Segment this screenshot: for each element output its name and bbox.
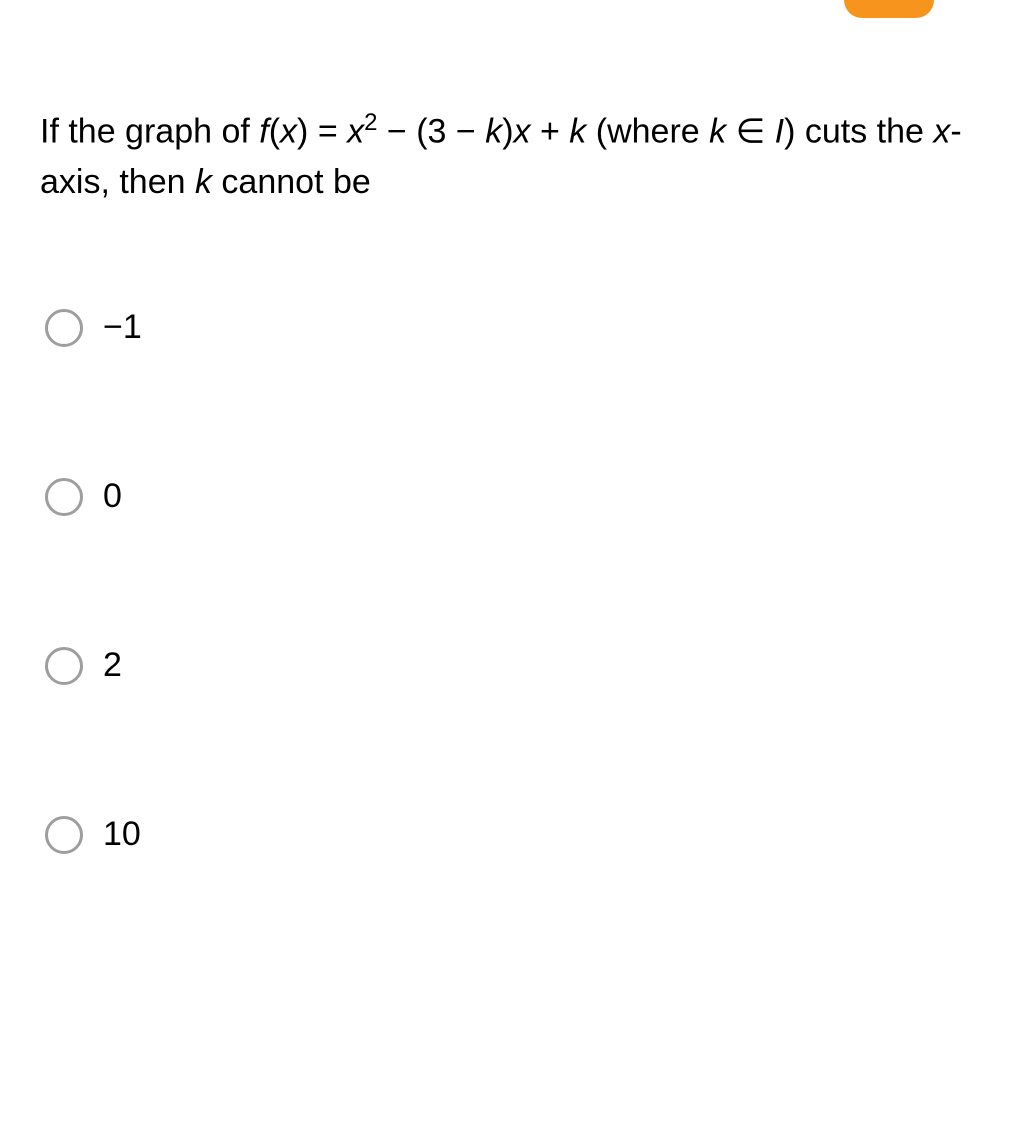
variable-k: k bbox=[195, 163, 212, 201]
text-segment: cannot be bbox=[212, 163, 371, 201]
question-container: If the graph of f(x) = x2 − (3 − k)x + k… bbox=[0, 0, 1024, 208]
text-segment: ) bbox=[502, 112, 513, 150]
radio-icon bbox=[45, 647, 83, 685]
option-item[interactable]: 10 bbox=[45, 815, 1024, 854]
radio-icon bbox=[45, 309, 83, 347]
option-item[interactable]: −1 bbox=[45, 308, 1024, 347]
text-segment: If the graph of bbox=[40, 112, 259, 150]
variable-x: x bbox=[280, 112, 297, 150]
variable-k: k bbox=[485, 112, 502, 150]
orange-accent bbox=[844, 0, 934, 18]
text-segment: ) = bbox=[297, 112, 347, 150]
question-text: If the graph of f(x) = x2 − (3 − k)x + k… bbox=[40, 105, 984, 208]
option-label: 10 bbox=[103, 815, 141, 854]
variable-I: I bbox=[775, 112, 784, 150]
variable-x: x bbox=[933, 112, 950, 150]
option-label: 2 bbox=[103, 646, 122, 685]
text-segment: ( bbox=[269, 112, 280, 150]
text-segment: + bbox=[531, 112, 570, 150]
superscript-2: 2 bbox=[364, 109, 377, 136]
option-label: 0 bbox=[103, 477, 122, 516]
radio-icon bbox=[45, 478, 83, 516]
options-container: −1 0 2 10 bbox=[0, 308, 1024, 854]
variable-f: f bbox=[259, 112, 268, 150]
text-segment: (where bbox=[586, 112, 709, 150]
variable-k: k bbox=[709, 112, 726, 150]
text-segment: − (3 − bbox=[377, 112, 485, 150]
option-item[interactable]: 0 bbox=[45, 477, 1024, 516]
radio-icon bbox=[45, 816, 83, 854]
variable-k: k bbox=[569, 112, 586, 150]
text-segment: ) cuts the bbox=[784, 112, 933, 150]
variable-x: x bbox=[347, 112, 364, 150]
variable-x: x bbox=[514, 112, 531, 150]
option-label: −1 bbox=[103, 308, 142, 347]
option-item[interactable]: 2 bbox=[45, 646, 1024, 685]
text-segment: ∈ bbox=[726, 112, 775, 150]
